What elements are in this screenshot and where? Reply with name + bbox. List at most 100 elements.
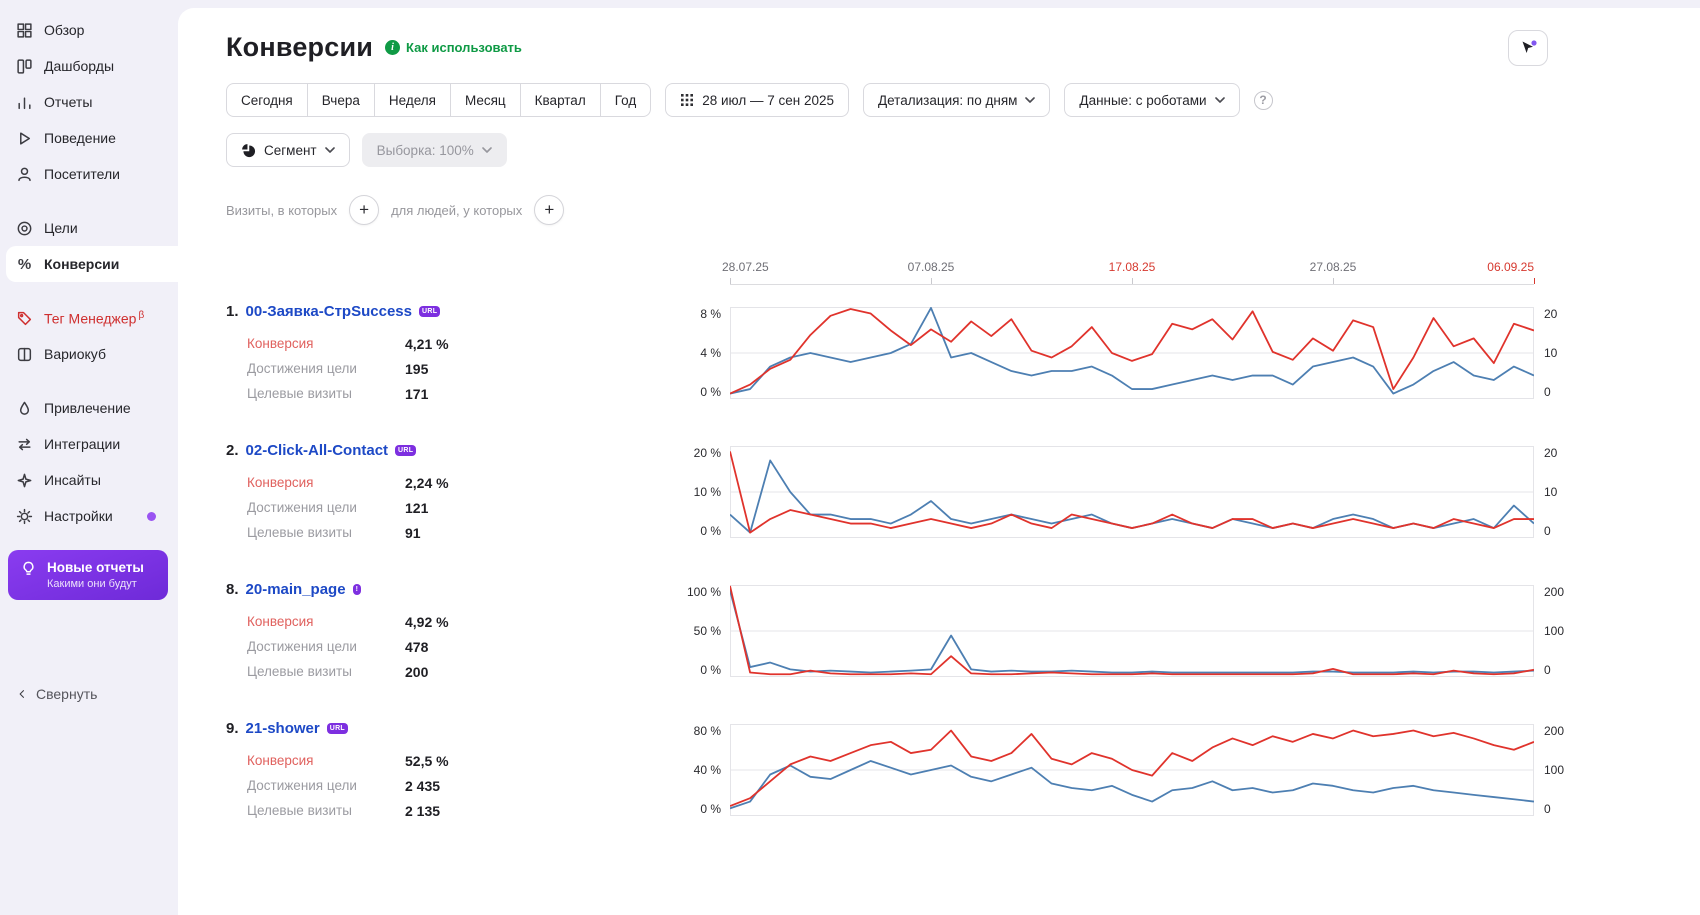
target-visits-value: 91 — [405, 525, 421, 541]
sidebar-item-settings[interactable]: Настройки — [0, 498, 178, 534]
conversion-chart — [730, 446, 1534, 538]
goal-type-badge: URL — [326, 723, 349, 734]
goal-link[interactable]: 00-Заявка-СтрSuccess — [245, 303, 412, 320]
data-mode-dropdown[interactable]: Данные: с роботами — [1064, 83, 1240, 117]
filter-builder: Визиты, в которых + для людей, у которых… — [226, 195, 1580, 225]
goal-link[interactable]: 20-main_page — [245, 581, 346, 598]
people-filter-label: для людей, у которых — [391, 202, 523, 218]
sidebar-item-behavior[interactable]: Поведение — [0, 120, 178, 156]
achievements-value: 478 — [405, 639, 429, 655]
goal-type-badge: URL — [418, 306, 441, 317]
segment-dropdown[interactable]: Сегмент — [226, 133, 350, 167]
detail-dropdown-label: Детализация: по дням — [877, 92, 1018, 108]
how-to-use-link[interactable]: i Как использовать — [385, 40, 522, 55]
spark-icon — [17, 473, 32, 487]
gear-icon — [16, 508, 33, 524]
sampling-dropdown[interactable]: Выборка: 100% — [361, 133, 507, 167]
achievements-label: Достижения цели — [247, 361, 357, 376]
sampling-label: Выборка: 100% — [376, 142, 474, 158]
add-people-filter-button[interactable]: + — [534, 195, 565, 225]
period-yesterday-button[interactable]: Вчера — [306, 83, 375, 117]
date-range-button[interactable]: 28 июл — 7 сен 2025 — [665, 83, 849, 117]
left-axis: 80 % 40 % 0 % — [693, 724, 721, 816]
period-year-button[interactable]: Год — [599, 83, 652, 117]
goal-row: 2. 02-Click-All-Contact URL Конверсия 2,2… — [226, 442, 1580, 541]
sidebar-item-overview[interactable]: Обзор — [0, 12, 178, 48]
cube-icon — [17, 347, 32, 361]
detail-dropdown[interactable]: Детализация: по дням — [862, 83, 1051, 117]
sidebar-item-label: Интеграции — [44, 436, 121, 452]
period-quarter-button[interactable]: Квартал — [519, 83, 601, 117]
promo-subtitle: Какими они будут — [47, 578, 137, 590]
chevron-down-icon — [1214, 97, 1225, 103]
cursor-icon — [1522, 40, 1537, 53]
goal-number: 2. — [226, 442, 239, 459]
axis-date-label: 28.07.25 — [722, 260, 769, 274]
sidebar-item-label: Настройки — [44, 508, 113, 524]
sidebar-item-label: Цели — [44, 220, 78, 236]
achievements-label: Достижения цели — [247, 639, 357, 654]
how-to-use-label: Как использовать — [406, 40, 522, 55]
axis-date-label: 27.08.25 — [1309, 260, 1357, 274]
conversion-chart — [730, 724, 1534, 816]
bulb-icon — [23, 561, 34, 575]
add-visit-filter-button[interactable]: + — [349, 195, 380, 225]
period-week-button[interactable]: Неделя — [373, 83, 451, 117]
target-visits-label: Целевые визиты — [247, 803, 352, 818]
main-content: Конверсии i Как использовать Сегодня Вче… — [178, 8, 1700, 915]
date-axis: 28.07.25 07.08.25 17.08.25 27.08.25 06.0… — [722, 251, 1535, 285]
collapse-label: Свернуть — [36, 686, 98, 702]
achievements-value: 121 — [405, 500, 429, 516]
target-visits-value: 2 135 — [405, 803, 441, 819]
sidebar-item-goals[interactable]: Цели — [0, 210, 178, 246]
collapse-sidebar-button[interactable]: Свернуть — [0, 686, 178, 702]
period-today-button[interactable]: Сегодня — [226, 83, 308, 117]
conversion-value: 4,21 % — [405, 336, 449, 352]
sidebar-item-tag-manager[interactable]: Тег Менеджер β — [0, 300, 178, 336]
sidebar-item-variocube[interactable]: Вариокуб — [0, 336, 178, 372]
sidebar-item-visitors[interactable]: Посетители — [0, 156, 178, 192]
sidebar-item-reports[interactable]: Отчеты — [0, 84, 178, 120]
sidebar-item-label: Тег Менеджер β — [44, 309, 145, 327]
page-title: Конверсии — [226, 32, 374, 62]
segment-label: Сегмент — [264, 142, 317, 158]
conversion-chart — [730, 585, 1534, 677]
sidebar-item-acquisition[interactable]: Привлечение — [0, 390, 178, 426]
conversion-label: Конверсия — [247, 614, 314, 629]
goal-number: 1. — [226, 303, 239, 320]
goal-link[interactable]: 21-shower — [245, 720, 320, 737]
pointer-widget-button[interactable] — [1508, 30, 1548, 66]
help-question-icon[interactable]: ? — [1253, 90, 1273, 110]
achievements-label: Достижения цели — [247, 500, 357, 515]
axis-date-label: 07.08.25 — [907, 260, 955, 274]
goal-row: 8. 20-main_page ! Конверсия 4,92 % Достиж… — [226, 581, 1580, 680]
conversion-chart — [730, 307, 1534, 399]
goal-type-badge: URL — [395, 445, 417, 456]
info-icon: i — [385, 40, 401, 55]
beta-badge: β — [138, 309, 145, 321]
left-axis: 8 % 4 % 0 % — [700, 307, 721, 399]
target-visits-label: Целевые визиты — [247, 664, 352, 679]
right-axis: 20 10 0 — [1544, 307, 1558, 399]
goal-link[interactable]: 02-Click-All-Contact — [245, 442, 389, 459]
axis-date-label: 17.08.25 — [1108, 260, 1156, 274]
goal-number: 8. — [226, 581, 239, 598]
sidebar-item-label: Инсайты — [44, 472, 101, 488]
sidebar-item-conversions[interactable]: % Конверсии — [6, 246, 178, 282]
new-reports-promo[interactable]: Новые отчеты Какими они будут — [8, 550, 168, 600]
segment-toolbar: Сегмент Выборка: 100% — [226, 133, 1580, 167]
chevron-down-icon — [482, 147, 492, 153]
left-axis: 20 % 10 % 0 % — [693, 446, 721, 538]
left-axis: 100 % 50 % 0 % — [686, 585, 721, 677]
percent-icon: % — [17, 255, 32, 273]
sidebar-item-dashboards[interactable]: Дашборды — [0, 48, 178, 84]
sidebar: Обзор Дашборды Отчеты Поведение Посетите… — [0, 0, 178, 915]
sidebar-item-label: Привлечение — [44, 400, 131, 416]
conversion-label: Конверсия — [247, 475, 314, 490]
axis-date-label: 06.09.25 — [1487, 260, 1534, 274]
sidebar-item-insights[interactable]: Инсайты — [0, 462, 178, 498]
period-month-button[interactable]: Месяц — [449, 83, 521, 117]
bar-chart-icon — [18, 97, 31, 109]
sidebar-item-integrations[interactable]: Интеграции — [0, 426, 178, 462]
target-visits-label: Целевые визиты — [247, 525, 352, 540]
